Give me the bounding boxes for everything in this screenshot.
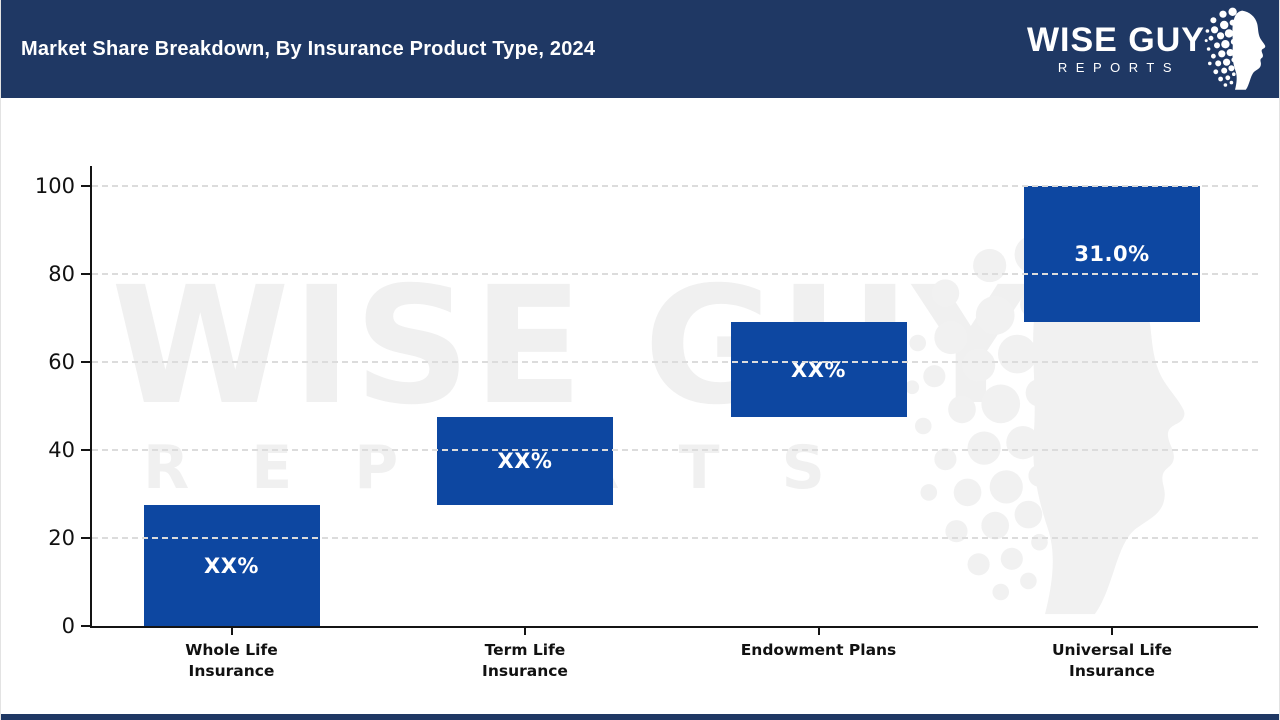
page-title: Market Share Breakdown, By Insurance Pro… <box>21 37 596 60</box>
y-axis-spine <box>90 166 92 628</box>
logo-text: WISE GUY REPORTS <box>1026 21 1205 75</box>
y-tick-mark <box>81 449 90 451</box>
y-tick-label: 0 <box>61 614 75 638</box>
y-tick-mark <box>81 273 90 275</box>
y-tick-label: 20 <box>48 526 75 550</box>
header-bar: Market Share Breakdown, By Insurance Pro… <box>1 0 1279 98</box>
y-tick-label: 100 <box>34 174 75 198</box>
x-tick-mark <box>1111 628 1113 635</box>
category-label-whole-life-insurance: Whole Life Insurance <box>185 641 278 680</box>
category-label-endowment-plans: Endowment Plans <box>740 641 897 659</box>
y-tick-mark <box>81 361 90 363</box>
y-tick-label: 80 <box>48 262 75 286</box>
y-tick-mark <box>81 537 90 539</box>
gridline <box>92 449 1258 451</box>
x-tick-mark <box>230 628 233 635</box>
gridline <box>92 273 1258 275</box>
gridline <box>92 185 1258 187</box>
x-tick-mark <box>524 628 526 635</box>
y-tick-label: 60 <box>48 350 75 374</box>
logo-brand-text: WISE GUY <box>1026 21 1205 60</box>
bar-value-label: 31.0% <box>1074 242 1150 267</box>
wise-guy-reports-logo: WISE GUY REPORTS <box>1027 5 1271 93</box>
x-axis-spine <box>90 626 1258 628</box>
logo-reports-text: REPORTS <box>1057 59 1181 75</box>
bar-whole-life-insurance: XX% <box>143 505 320 626</box>
gridline <box>92 361 1258 363</box>
bar-endowment-plans: XX% <box>730 322 907 417</box>
y-tick-mark <box>81 185 90 187</box>
footer-bar <box>1 714 1279 720</box>
y-tick-label: 40 <box>48 438 75 462</box>
gridline <box>92 537 1258 539</box>
category-label-term-life-insurance: Term Life Insurance <box>482 641 568 680</box>
head-profile-icon <box>1199 7 1271 91</box>
bar-value-label: XX% <box>497 449 553 473</box>
x-tick-mark <box>817 628 820 635</box>
bar-value-label: XX% <box>204 553 259 578</box>
category-label-universal-life-insurance: Universal Life Insurance <box>1051 641 1173 680</box>
bar-universal-life-insurance: 31.0% <box>1024 186 1200 323</box>
y-tick-mark <box>81 625 90 627</box>
bar-term-life-insurance: XX% <box>437 417 613 505</box>
